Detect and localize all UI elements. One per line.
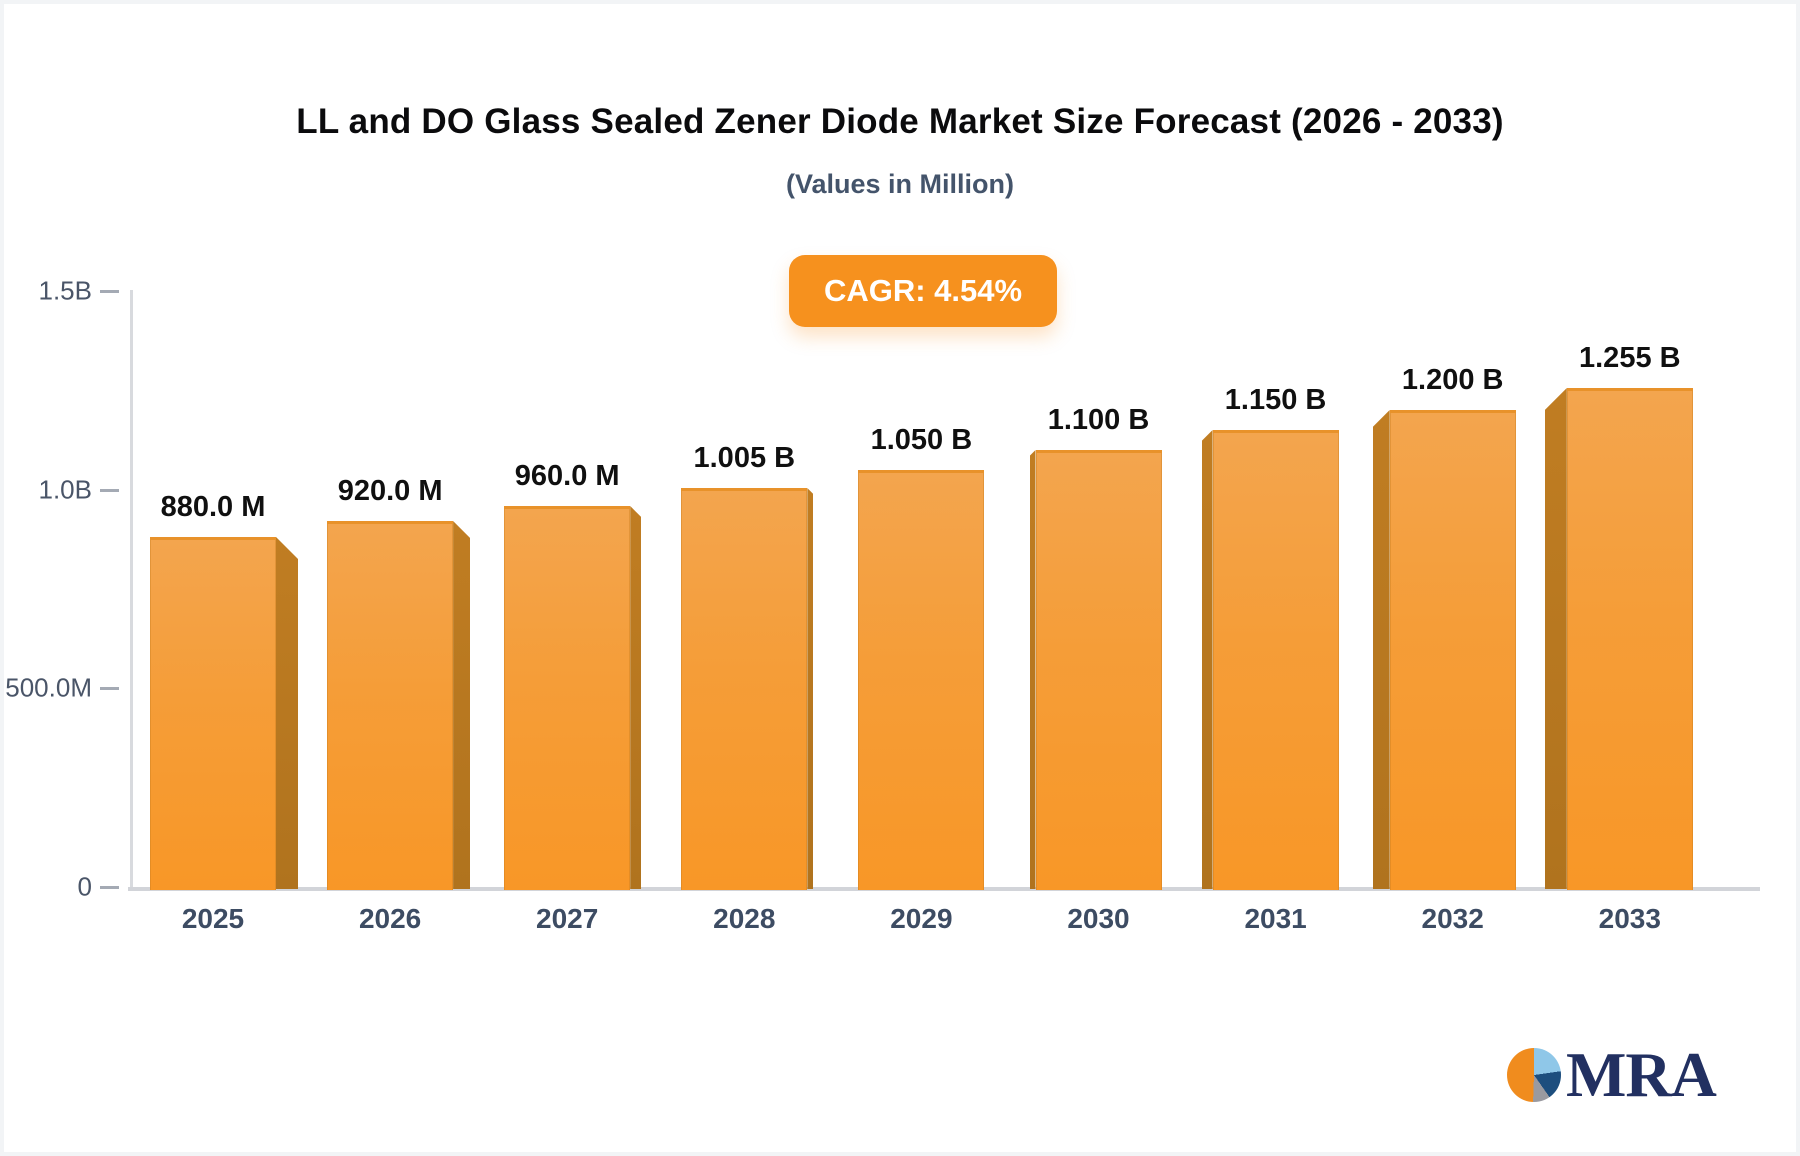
y-axis-tick-label: 0 [77, 871, 92, 902]
brand-logo-text: MRA [1566, 1039, 1717, 1110]
bar-value-label-2027: 960.0 M [514, 460, 620, 492]
y-axis-tick-label: 500.0M [5, 672, 92, 703]
brand-logo: MRA [1507, 1036, 1717, 1114]
bar-value-label-2032: 1.200 B [1401, 364, 1504, 396]
bar-value-label-2031: 1.150 B [1224, 384, 1327, 416]
y-axis-tick-mark [100, 687, 119, 691]
bar-value-label-2025: 880.0 M [160, 491, 266, 523]
y-axis-tick-mark [100, 290, 119, 294]
bar-value-label-2028: 1.005 B [693, 442, 796, 474]
chart-title: LL and DO Glass Sealed Zener Diode Marke… [296, 102, 1504, 141]
bar-value-label-2033: 1.255 B [1579, 342, 1681, 374]
x-axis-label-2027: 2027 [536, 903, 599, 934]
bar-side-face-2025 [276, 537, 298, 889]
x-axis-label-2030: 2030 [1067, 903, 1130, 934]
cagr-badge: CAGR: 4.54% [789, 255, 1057, 327]
x-axis-label-2026: 2026 [358, 903, 422, 934]
y-axis-tick-mark [100, 488, 119, 492]
bar-2028 [681, 488, 808, 890]
bar-value-label-2030: 1.100 B [1047, 404, 1150, 436]
bar-2026 [327, 521, 454, 890]
bar-value-label-2026: 920.0 M [337, 475, 443, 507]
chart-canvas: LL and DO Glass Sealed Zener Diode Marke… [4, 4, 1796, 1152]
bar-side-face-2028 [807, 488, 814, 889]
x-axis-label-2028: 2028 [713, 903, 776, 934]
bar-2030 [1035, 450, 1162, 890]
bar-2029 [858, 470, 985, 890]
y-axis-tick-label: 1.0B [38, 474, 93, 505]
x-axis-label-2031: 2031 [1244, 903, 1307, 934]
bar-2033 [1566, 388, 1693, 890]
y-axis-line [130, 290, 133, 891]
bar-side-face-2026 [453, 521, 471, 889]
bar-2031 [1212, 430, 1339, 890]
bar-side-face-2033 [1544, 388, 1567, 889]
pie-chart-logo-icon [1507, 1048, 1561, 1102]
y-axis-tick-label: 1.5B [38, 275, 93, 306]
x-axis-label-2029: 2029 [890, 903, 953, 934]
bar-side-face-2031 [1201, 430, 1213, 889]
x-axis-label-2032: 2032 [1421, 903, 1484, 934]
bar-side-face-2027 [630, 506, 642, 889]
bar-value-label-2029: 1.050 B [870, 424, 973, 456]
x-axis-label-2033: 2033 [1598, 903, 1661, 934]
bar-2032 [1389, 410, 1516, 890]
y-axis-tick-mark [100, 886, 119, 889]
bar-side-face-2030 [1029, 450, 1036, 889]
chart-subtitle: (Values in Million) [785, 169, 1015, 199]
bar-side-face-2032 [1372, 410, 1390, 889]
x-axis-label-2025: 2025 [181, 903, 245, 934]
bar-2025 [150, 537, 276, 890]
bar-2027 [504, 506, 631, 890]
